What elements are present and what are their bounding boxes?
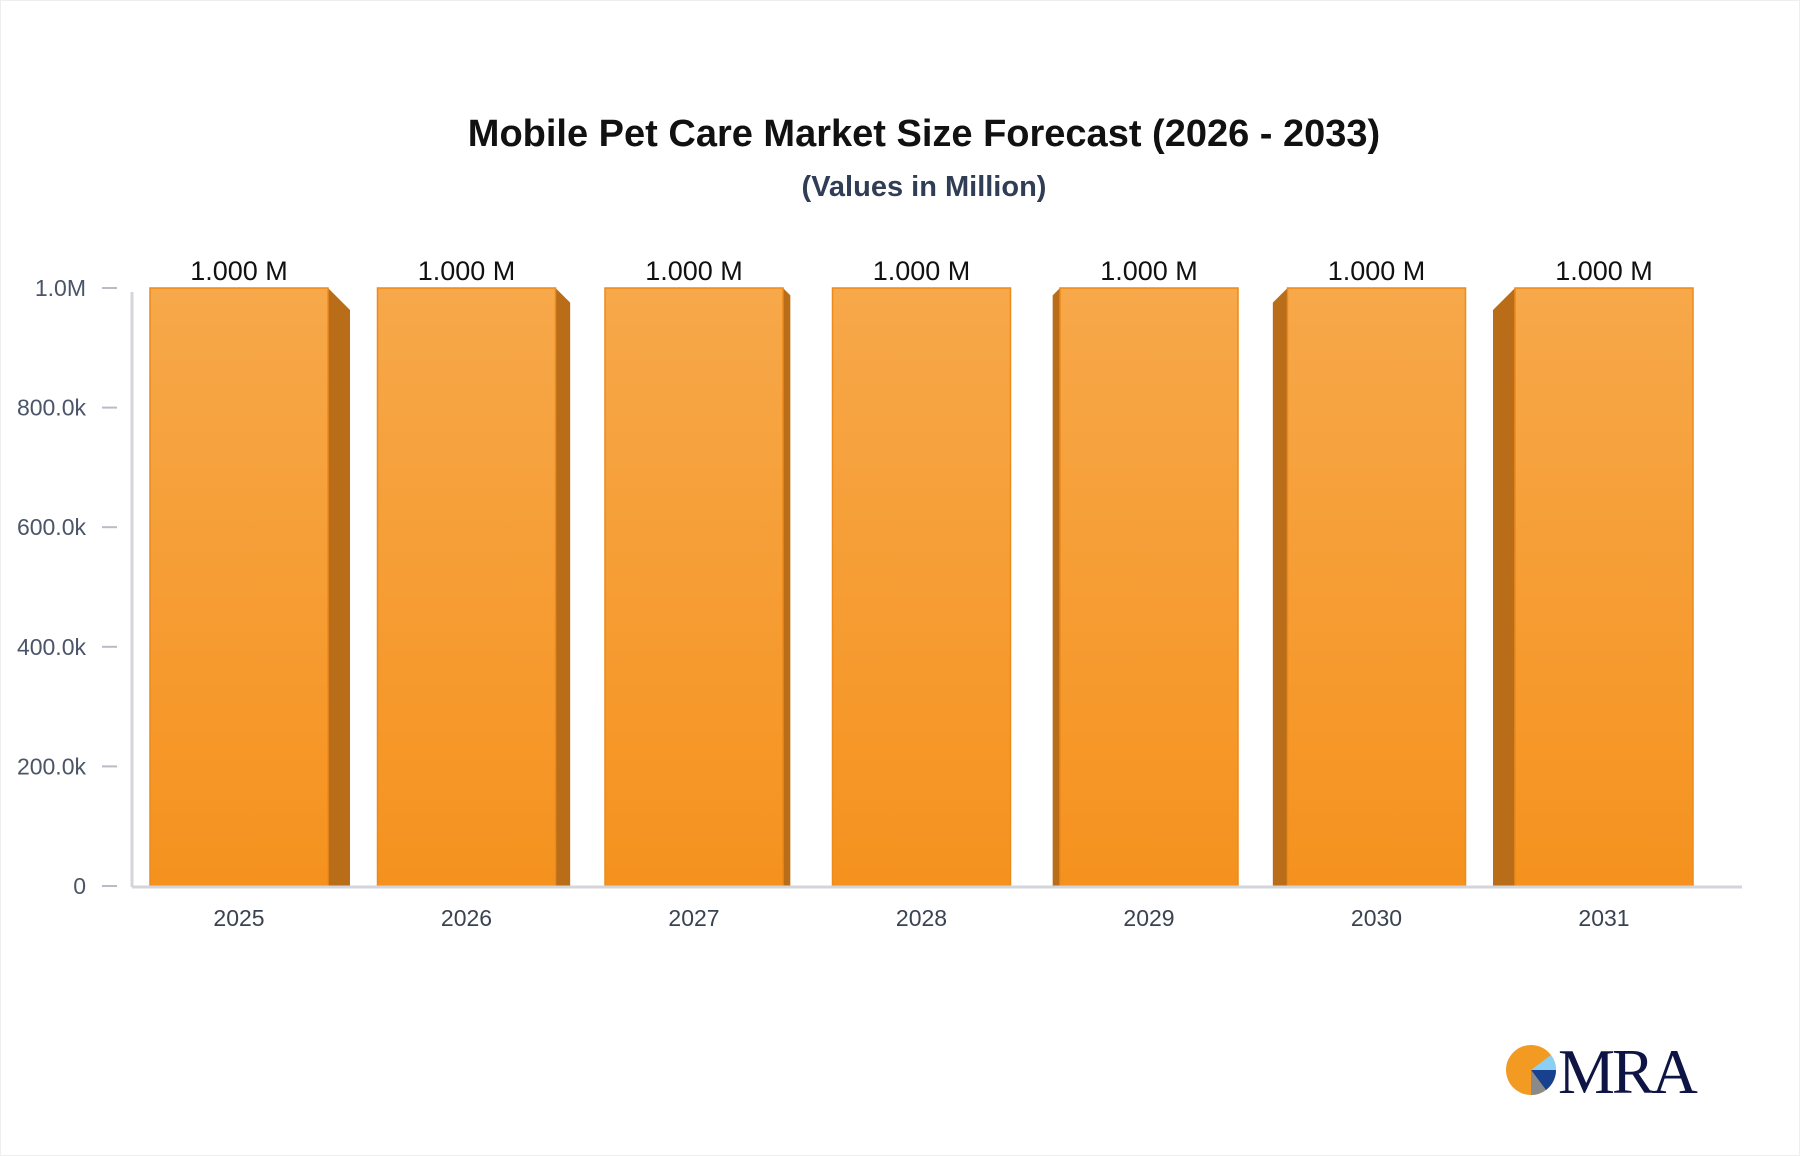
bar: [604, 287, 784, 887]
bar: [1059, 287, 1239, 887]
bar: [831, 287, 1012, 887]
bars: 1.000 M 1.000 M 1.000 M 1.000 M 1.000 M 1.000…: [149, 256, 1694, 887]
bar-2031: 1.000 M: [1493, 256, 1694, 887]
y-tick-label: 200.0k: [17, 753, 87, 779]
bar-side: [783, 288, 791, 886]
x-tick-label: 2031: [1578, 905, 1629, 931]
chart-title: Mobile Pet Care Market Size Forecast (20…: [468, 113, 1380, 155]
bar: [1514, 287, 1694, 887]
data-label: 1.000 M: [645, 256, 743, 286]
x-tick-label: 2025: [213, 905, 264, 931]
bar-2025: 1.000 M: [149, 256, 350, 887]
bar-2029: 1.000 M: [1052, 256, 1239, 887]
x-tick-label: 2029: [1123, 905, 1174, 931]
x-tick-label: 2028: [896, 905, 947, 931]
y-tick-label: 600.0k: [17, 514, 87, 540]
data-label: 1.000 M: [1100, 256, 1198, 286]
x-tick-label: 2026: [441, 905, 492, 931]
y-tick-label: 0: [73, 873, 86, 899]
bar-side: [555, 288, 571, 886]
logo-text: MRA: [1558, 1036, 1698, 1107]
bar-2026: 1.000 M: [376, 256, 571, 887]
bar: [1286, 287, 1467, 887]
bar-2028: 1.000 M: [831, 256, 1012, 887]
chart-subtitle: (Values in Million): [802, 171, 1047, 203]
bar-side: [1052, 288, 1060, 886]
x-tick-label: 2030: [1351, 905, 1402, 931]
bar: [149, 287, 329, 887]
bar-2027: 1.000 M: [604, 256, 791, 887]
bar-side: [328, 288, 350, 886]
mra-logo: MRA: [1506, 1036, 1701, 1107]
data-label: 1.000 M: [190, 256, 288, 286]
x-tick-label: 2027: [668, 905, 719, 931]
data-label: 1.000 M: [418, 256, 516, 286]
data-label: 1.000 M: [1555, 256, 1653, 286]
y-tick-label: 400.0k: [17, 634, 87, 660]
bar-side: [1493, 288, 1515, 886]
data-label: 1.000 M: [1328, 256, 1426, 286]
bar-2030: 1.000 M: [1272, 256, 1467, 887]
data-label: 1.000 M: [873, 256, 971, 286]
bar: [376, 287, 557, 887]
y-tick-label: 800.0k: [17, 395, 87, 421]
bar-side: [1272, 288, 1288, 886]
y-tick-label: 1.0M: [35, 275, 86, 301]
y-axis: 0 200.0k 400.0k 600.0k 800.0k 1.0M: [17, 275, 117, 899]
x-axis: 2025 2026 2027 2028 2029 2030 2031: [213, 905, 1629, 931]
